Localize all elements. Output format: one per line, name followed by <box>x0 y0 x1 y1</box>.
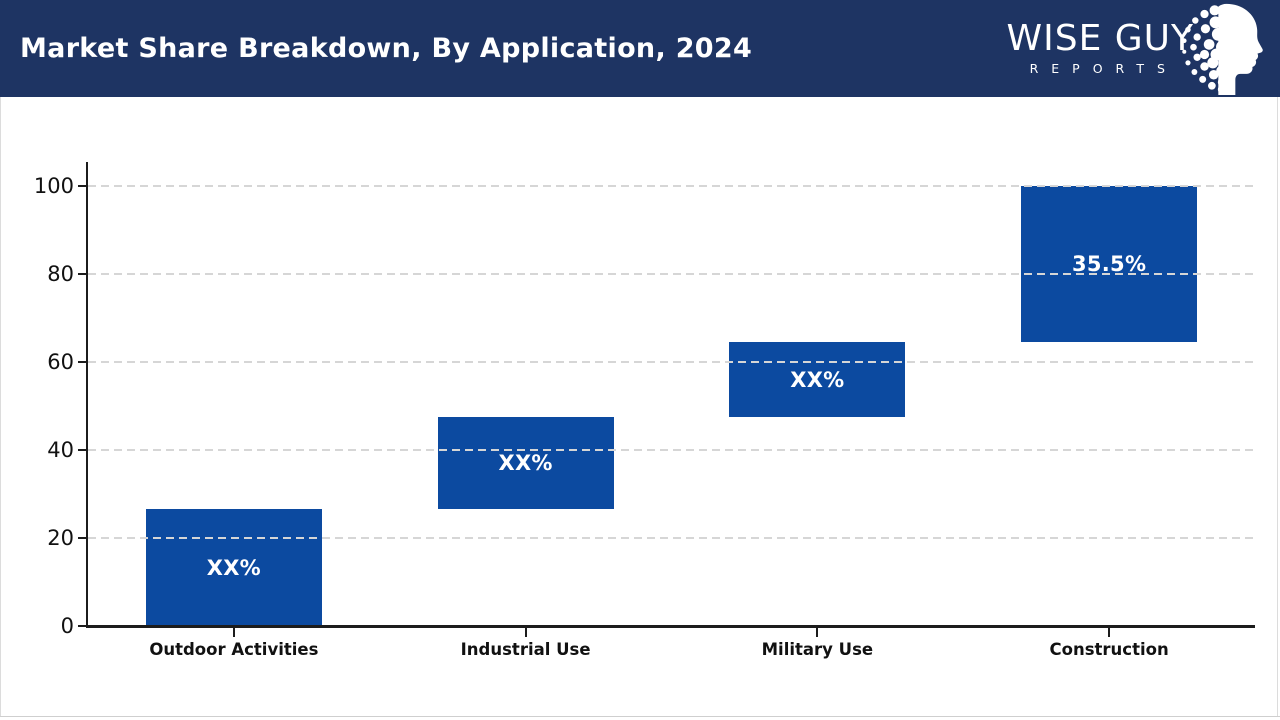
x-category-label-military-use: Military Use <box>761 640 874 659</box>
bar-value-label-construction: 35.5% <box>1071 252 1147 277</box>
gridline-80 <box>88 273 1255 275</box>
y-tick-label-20: 20 <box>47 526 74 550</box>
header-bar: Market Share Breakdown, By Application, … <box>0 0 1280 97</box>
x-axis-line <box>86 625 1255 628</box>
x-axis-tick-construction <box>1108 628 1111 637</box>
y-tick-label-0: 0 <box>60 614 74 638</box>
gridline-40 <box>88 449 1255 451</box>
logo-reports-label: REPORTS <box>1029 61 1178 76</box>
gridline-20 <box>88 537 1255 539</box>
y-axis-tick-60 <box>78 361 87 363</box>
x-category-label-construction: Construction <box>1049 640 1169 659</box>
gridline-100 <box>88 185 1255 187</box>
y-tick-label-80: 80 <box>47 262 74 286</box>
x-axis-tick-military-use <box>816 628 819 637</box>
bar-value-label-military-use: XX% <box>790 367 845 392</box>
bottom-border-line <box>0 716 1280 717</box>
bar-outdoor-activities: XX% <box>145 509 322 626</box>
x-axis-tick-outdoor-activities <box>232 628 235 637</box>
bar-value-label-industrial-use: XX% <box>498 451 553 476</box>
gridline-60 <box>88 361 1255 363</box>
logo-wiseguy-label: WISE GUY <box>1006 18 1194 59</box>
page-title: Market Share Breakdown, By Application, … <box>20 33 753 64</box>
y-axis-tick-20 <box>78 537 87 539</box>
wiseguy-logo-text: WISE GUY REPORTS <box>1006 18 1195 77</box>
bar-military-use: XX% <box>729 342 906 417</box>
y-axis-line <box>86 162 88 627</box>
x-category-label-industrial-use: Industrial Use <box>460 640 591 659</box>
y-tick-label-60: 60 <box>47 350 74 374</box>
bar-construction: 35.5% <box>1021 186 1198 343</box>
wiseguy-logo: WISE GUY REPORTS <box>1007 2 1271 95</box>
y-axis-tick-100 <box>78 185 87 187</box>
y-axis-tick-80 <box>78 273 87 275</box>
bar-industrial-use: XX% <box>437 417 614 510</box>
y-tick-label-100: 100 <box>33 174 74 198</box>
x-category-label-outdoor-activities: Outdoor Activities <box>149 640 319 659</box>
x-axis-tick-industrial-use <box>524 628 527 637</box>
y-axis-tick-0 <box>78 625 87 627</box>
bar-value-label-outdoor-activities: XX% <box>206 555 262 580</box>
y-tick-label-40: 40 <box>47 438 74 462</box>
y-axis-tick-40 <box>78 449 87 451</box>
